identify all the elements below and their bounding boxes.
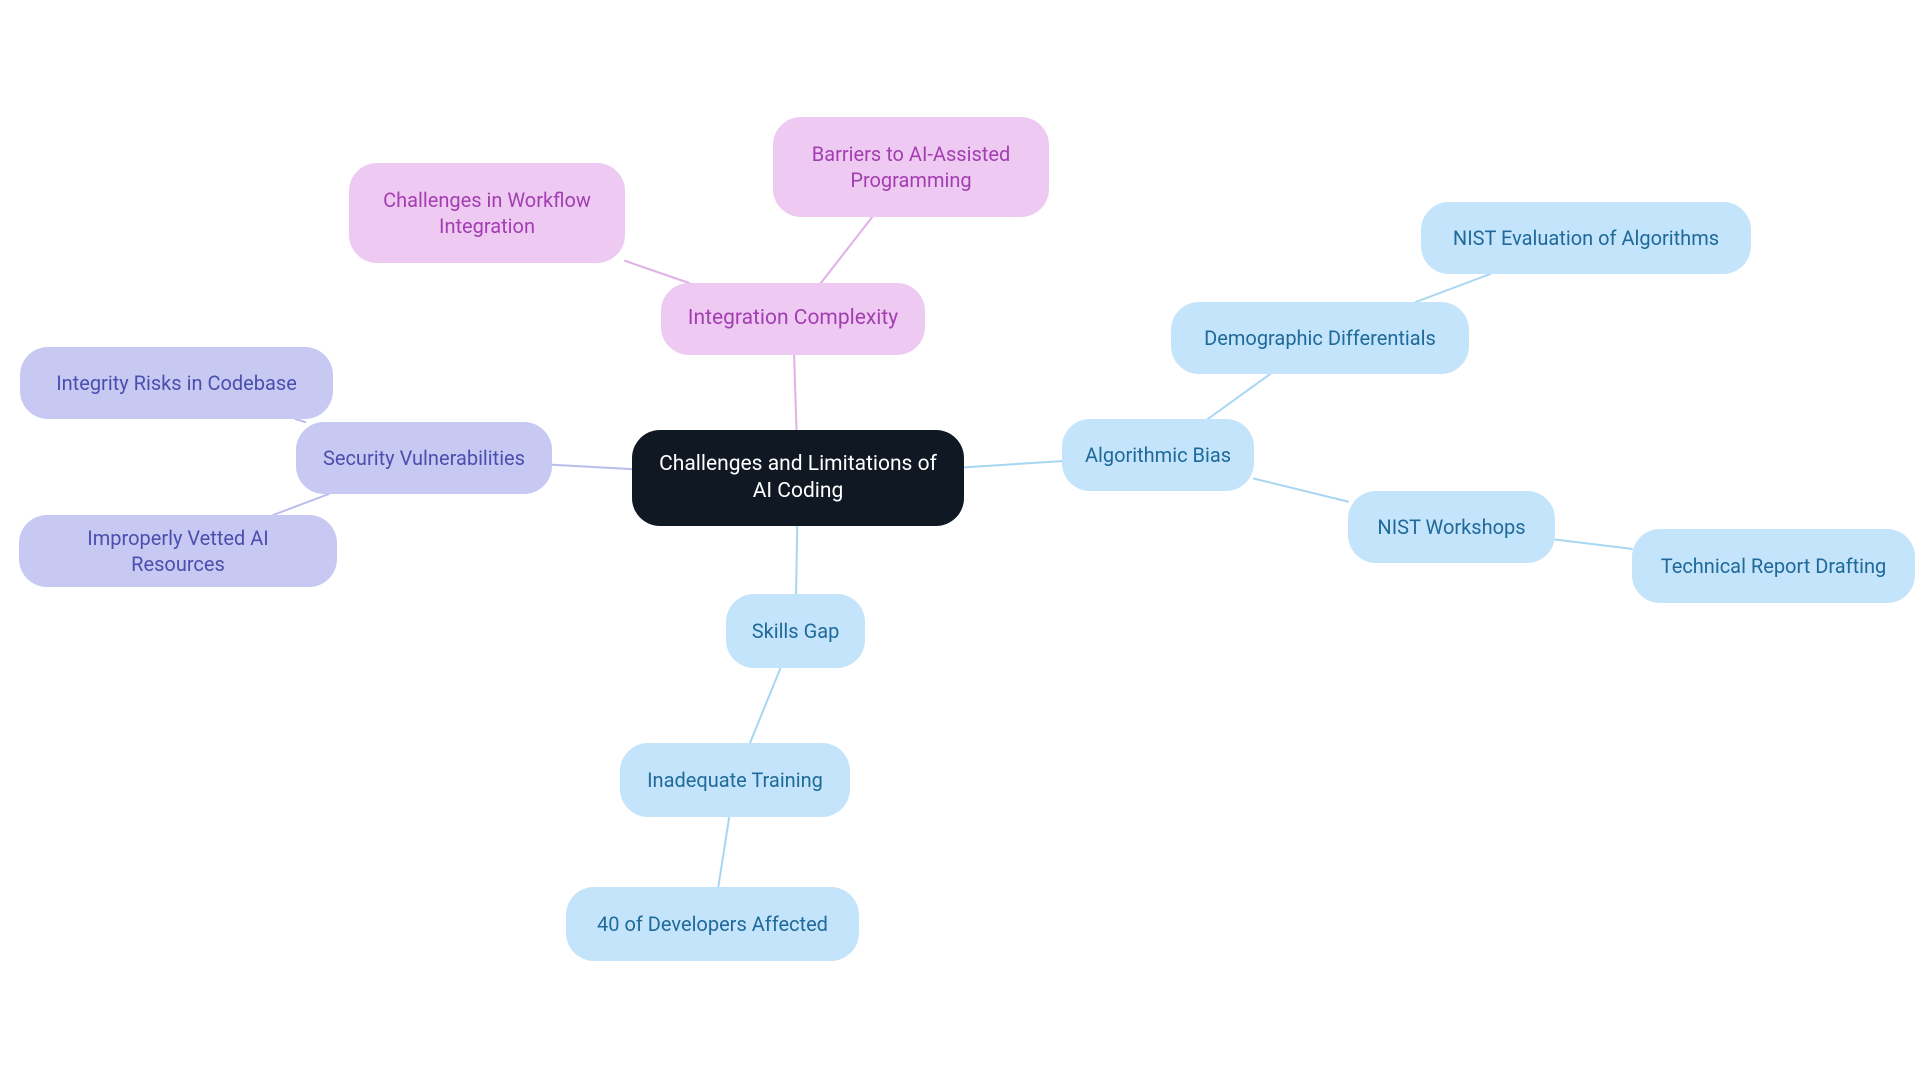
node-n_alg4: Technical Report Drafting (1632, 529, 1915, 603)
node-n_sk1: Inadequate Training (620, 743, 850, 817)
node-n_int: Integration Complexity (661, 283, 925, 355)
node-n_sec2: Improperly Vetted AI Resources (19, 515, 337, 587)
node-n_alg: Algorithmic Bias (1062, 419, 1254, 491)
node-label: NIST Workshops (1377, 514, 1525, 540)
node-label: Inadequate Training (647, 767, 823, 793)
node-n_sec1: Integrity Risks in Codebase (20, 347, 333, 419)
mindmap-canvas: Challenges and Limitations of AI Coding I… (0, 0, 1920, 1083)
node-n_int2: Barriers to AI-Assisted Programming (773, 117, 1049, 217)
node-n_sec: Security Vulnerabilities (296, 422, 552, 494)
edge (794, 355, 796, 430)
edge (625, 261, 689, 283)
edge (1555, 540, 1632, 549)
node-label: Algorithmic Bias (1085, 442, 1231, 468)
node-label: Challenges in Workflow Integration (369, 187, 605, 239)
node-label: Integrity Risks in Codebase (56, 370, 297, 396)
edge (964, 461, 1062, 467)
edge (1208, 374, 1270, 419)
node-label: Technical Report Drafting (1661, 553, 1887, 579)
edge (295, 419, 305, 422)
node-label: Skills Gap (752, 618, 840, 644)
node-label: 40 of Developers Affected (597, 911, 828, 937)
edge (750, 668, 781, 743)
node-root: Challenges and Limitations of AI Coding (632, 430, 964, 526)
node-label: Barriers to AI-Assisted Programming (793, 141, 1029, 193)
node-label: Demographic Differentials (1204, 325, 1436, 351)
node-label: Challenges and Limitations of AI Coding (652, 451, 944, 506)
node-label: Integration Complexity (688, 305, 898, 332)
edge (1416, 274, 1490, 302)
node-n_sk2: 40 of Developers Affected (566, 887, 859, 961)
node-label: NIST Evaluation of Algorithms (1453, 225, 1719, 251)
edge (821, 217, 872, 283)
edge (796, 526, 797, 594)
node-n_alg1: Demographic Differentials (1171, 302, 1469, 374)
edge (718, 817, 729, 887)
node-n_int1: Challenges in Workflow Integration (349, 163, 625, 263)
node-n_alg3: NIST Workshops (1348, 491, 1555, 563)
edge (552, 465, 632, 469)
node-n_sk: Skills Gap (726, 594, 865, 668)
node-label: Security Vulnerabilities (323, 445, 525, 471)
edge (1254, 479, 1348, 502)
node-n_alg2: NIST Evaluation of Algorithms (1421, 202, 1751, 274)
node-label: Improperly Vetted AI Resources (39, 525, 317, 577)
edge (273, 494, 329, 515)
